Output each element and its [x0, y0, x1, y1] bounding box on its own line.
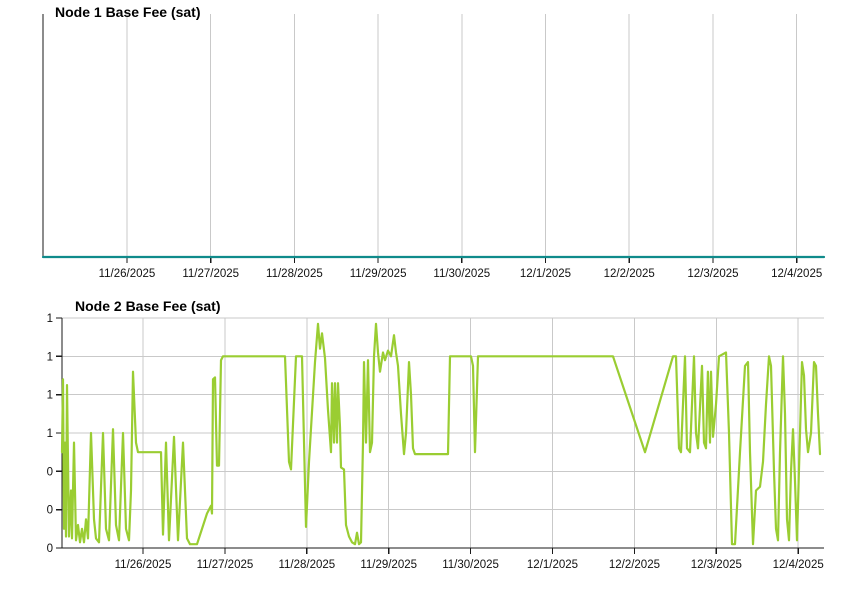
- x-tick-label: 11/27/2025: [182, 268, 239, 280]
- x-tick-label: 11/29/2025: [360, 559, 417, 571]
- y-tick-label: 0: [47, 505, 53, 517]
- x-tick-label: 12/3/2025: [687, 268, 738, 280]
- x-tick-label: 12/1/2025: [527, 559, 578, 571]
- x-tick-label: 11/30/2025: [433, 268, 490, 280]
- y-tick-label: 1: [47, 390, 53, 402]
- x-tick-label: 12/2/2025: [604, 268, 655, 280]
- x-tick-label: 12/2/2025: [609, 559, 660, 571]
- y-tick-label: 1: [47, 351, 53, 363]
- series-line: [60, 322, 822, 546]
- node2-chart-title: Node 2 Base Fee (sat): [75, 298, 221, 314]
- y-tick-label: 1: [47, 313, 53, 325]
- x-tick-label: 12/1/2025: [520, 268, 571, 280]
- x-tick-label: 12/4/2025: [773, 559, 824, 571]
- node1-base-fee-chart: Node 1 Base Fee (sat) 11/26/2025 11/27/20…: [0, 0, 860, 296]
- x-tick-label: 11/26/2025: [99, 268, 156, 280]
- node2-base-fee-chart: Node 2 Base Fee (sat) 11/26/2025 11/27/20…: [0, 296, 860, 600]
- x-tick-label: 11/28/2025: [278, 559, 335, 571]
- x-tick-label: 11/29/2025: [350, 268, 407, 280]
- y-tick-label: 1: [47, 428, 53, 440]
- node1-chart-plot: 11/26/2025 11/27/2025 11/28/2025 11/29/2025…: [41, 14, 826, 280]
- node1-chart-title: Node 1 Base Fee (sat): [55, 4, 201, 20]
- x-tick-label: 11/27/2025: [197, 559, 254, 571]
- x-tick-label: 11/26/2025: [115, 559, 172, 571]
- x-tick-label: 12/3/2025: [691, 559, 742, 571]
- x-tick-label: 11/30/2025: [442, 559, 499, 571]
- x-tick-label: 12/4/2025: [771, 268, 822, 280]
- x-tick-label: 11/28/2025: [266, 268, 323, 280]
- node2-chart-plot: 11/26/2025 11/27/2025 11/28/2025 11/29/2025…: [47, 313, 824, 571]
- y-tick-label: 0: [47, 466, 53, 478]
- y-tick-label: 0: [47, 543, 53, 555]
